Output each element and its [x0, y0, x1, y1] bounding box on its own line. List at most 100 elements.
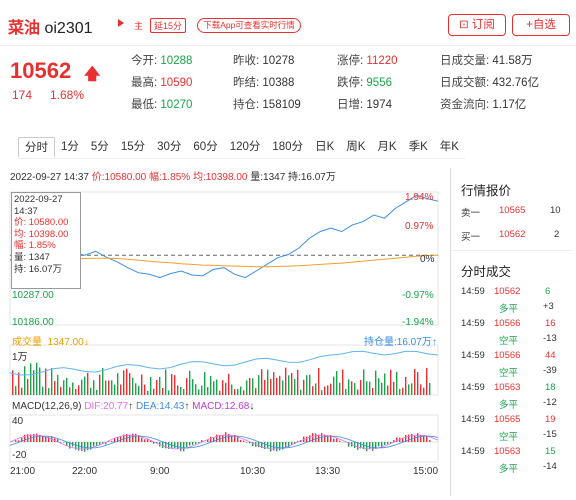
play-icon[interactable]: [118, 19, 124, 27]
volume-bar: [264, 379, 266, 395]
price-line: [9, 194, 439, 279]
tab-15min[interactable]: 15分: [120, 141, 146, 153]
volume-bar: [414, 368, 416, 395]
volume-bar: [69, 387, 71, 395]
tab-120min[interactable]: 120分: [229, 141, 261, 153]
trade-price: 10566: [494, 350, 521, 361]
instrument-title: 菜油 oi2301: [8, 14, 93, 38]
macd-bar: [180, 442, 182, 452]
tab-quarterly-k[interactable]: 季K: [408, 141, 428, 153]
macd-bar: [276, 442, 278, 452]
tab-weekly-k[interactable]: 周K: [346, 141, 366, 153]
tab-daily-k[interactable]: 日K: [315, 141, 335, 153]
trade-volume: 19: [545, 414, 556, 425]
volume-bar: [396, 371, 398, 395]
macd-panel-frame: [9, 414, 439, 463]
macd-bar: [390, 442, 392, 444]
quote-high: 最高: 10590: [131, 77, 193, 89]
tab-180min[interactable]: 180分: [272, 141, 304, 153]
macd-bar: [69, 442, 71, 449]
tab-time-share[interactable]: 分时: [18, 137, 55, 158]
quote-limit-up: 涨停: 11220: [337, 55, 398, 67]
volume-bar: [378, 378, 380, 395]
volume-bar: [255, 388, 257, 395]
tab-30min[interactable]: 30分: [157, 141, 182, 153]
volume-panel-frame: [9, 344, 439, 396]
volume-bar: [426, 367, 428, 395]
volume-bar: [75, 389, 77, 395]
volume-bar: [249, 378, 251, 395]
macd-bar: [375, 442, 377, 449]
subscribe-button[interactable]: ⊡ 订阅: [448, 14, 506, 36]
macd-bar: [420, 435, 422, 442]
volume-bar: [351, 381, 353, 395]
macd-bar: [186, 442, 188, 448]
hold-label: 持仓量:16.07万↑: [364, 337, 437, 348]
volume-bar: [84, 376, 86, 395]
macd-bar: [372, 442, 374, 451]
macd-bar: [99, 442, 101, 446]
macd-bar: [75, 442, 77, 450]
macd-bar: [339, 440, 341, 442]
macd-bar: [45, 436, 47, 442]
macd-bar: [141, 437, 143, 442]
volume-bar: [288, 375, 290, 395]
macd-bar: [111, 440, 113, 442]
macd-bar: [348, 442, 350, 447]
price-panel-frame: [9, 191, 439, 326]
macd-bar: [213, 437, 215, 442]
tab-5min[interactable]: 5分: [90, 141, 109, 153]
left-tick-low2: 10186.00: [12, 317, 54, 328]
buy1-row: 买一: [461, 232, 481, 243]
volume-label: 成交量 1347.00↓: [12, 337, 89, 348]
macd-bar: [369, 442, 371, 449]
volume-bar: [318, 367, 320, 395]
macd-bar: [216, 434, 218, 442]
trade-time: 14:59: [461, 382, 485, 393]
volume-bar: [141, 374, 143, 395]
volume-bar: [258, 375, 260, 395]
tab-1min[interactable]: 1分: [61, 141, 79, 153]
chart-info-line: 2022-09-27 14:37 价:10580.00 幅:1.85% 均:10…: [10, 172, 336, 183]
volume-bar: [162, 387, 164, 395]
macd-bar: [123, 434, 125, 442]
volume-bar: [123, 370, 125, 395]
x-tick-1: 22:00: [72, 466, 98, 477]
volume-bar: [225, 382, 227, 395]
macd-bar: [261, 442, 263, 449]
volume-bar: [78, 385, 80, 395]
macd-bar: [306, 436, 308, 442]
volume-bar: [417, 372, 419, 395]
macd-bar: [96, 442, 98, 446]
volume-bar: [219, 390, 221, 395]
trade-oi-change: -15: [543, 429, 557, 440]
volume-bar: [333, 376, 335, 395]
tab-monthly-k[interactable]: 月K: [377, 141, 397, 153]
intraday-chart[interactable]: [0, 180, 445, 500]
trade-oi-change: -12: [543, 397, 557, 408]
volume-bar: [222, 380, 224, 395]
volume-bar: [171, 374, 173, 395]
tab-yearly-k[interactable]: 年K: [439, 141, 459, 153]
volume-bar: [321, 390, 323, 395]
volume-bar: [423, 387, 425, 395]
volume-bar: [111, 380, 113, 395]
macd-bar: [90, 442, 92, 450]
macd-bar: [240, 440, 242, 442]
trade-price: 10563: [494, 382, 521, 393]
volume-bar: [99, 374, 101, 395]
volume-bar: [198, 389, 200, 395]
macd-legend: MACD(12,26,9) DIF:20.77↑ DEA:14.43↑ MACD…: [12, 401, 255, 412]
tab-60min[interactable]: 60分: [193, 141, 218, 153]
add-favorite-button[interactable]: +自选: [512, 14, 570, 36]
volume-bar: [372, 387, 374, 395]
quote-open: 今开: 10288: [131, 55, 193, 67]
macd-bar: [84, 442, 86, 452]
volume-bar: [303, 379, 305, 395]
volume-bar: [132, 377, 134, 395]
volume-bar: [234, 389, 236, 395]
price-change: 174: [12, 88, 33, 102]
download-app-button[interactable]: 下载App可查看实时行情: [197, 18, 301, 33]
volume-bar: [330, 383, 332, 395]
volume-bar: [300, 389, 302, 395]
